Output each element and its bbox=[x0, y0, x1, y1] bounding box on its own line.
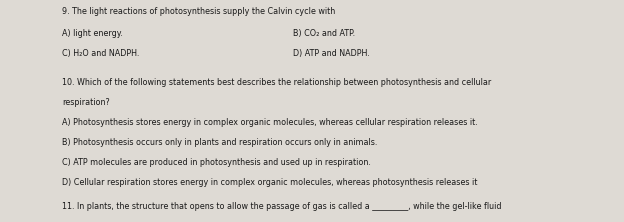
Text: 9. The light reactions of photosynthesis supply the Calvin cycle with: 9. The light reactions of photosynthesis… bbox=[62, 7, 336, 16]
Text: D) Cellular respiration stores energy in complex organic molecules, whereas phot: D) Cellular respiration stores energy in… bbox=[62, 178, 478, 187]
Text: A) light energy.: A) light energy. bbox=[62, 29, 124, 38]
Text: A) Photosynthesis stores energy in complex organic molecules, whereas cellular r: A) Photosynthesis stores energy in compl… bbox=[62, 118, 478, 127]
Text: 10. Which of the following statements best describes the relationship between ph: 10. Which of the following statements be… bbox=[62, 78, 492, 87]
Text: C) ATP molecules are produced in photosynthesis and used up in respiration.: C) ATP molecules are produced in photosy… bbox=[62, 158, 371, 167]
Text: C) H₂O and NADPH.: C) H₂O and NADPH. bbox=[62, 49, 140, 58]
Text: B) CO₂ and ATP.: B) CO₂ and ATP. bbox=[293, 29, 356, 38]
Text: 11. In plants, the structure that opens to allow the passage of gas is called a : 11. In plants, the structure that opens … bbox=[62, 202, 502, 211]
Text: B) Photosynthesis occurs only in plants and respiration occurs only in animals.: B) Photosynthesis occurs only in plants … bbox=[62, 138, 378, 147]
Text: D) ATP and NADPH.: D) ATP and NADPH. bbox=[293, 49, 370, 58]
Text: respiration?: respiration? bbox=[62, 98, 110, 107]
